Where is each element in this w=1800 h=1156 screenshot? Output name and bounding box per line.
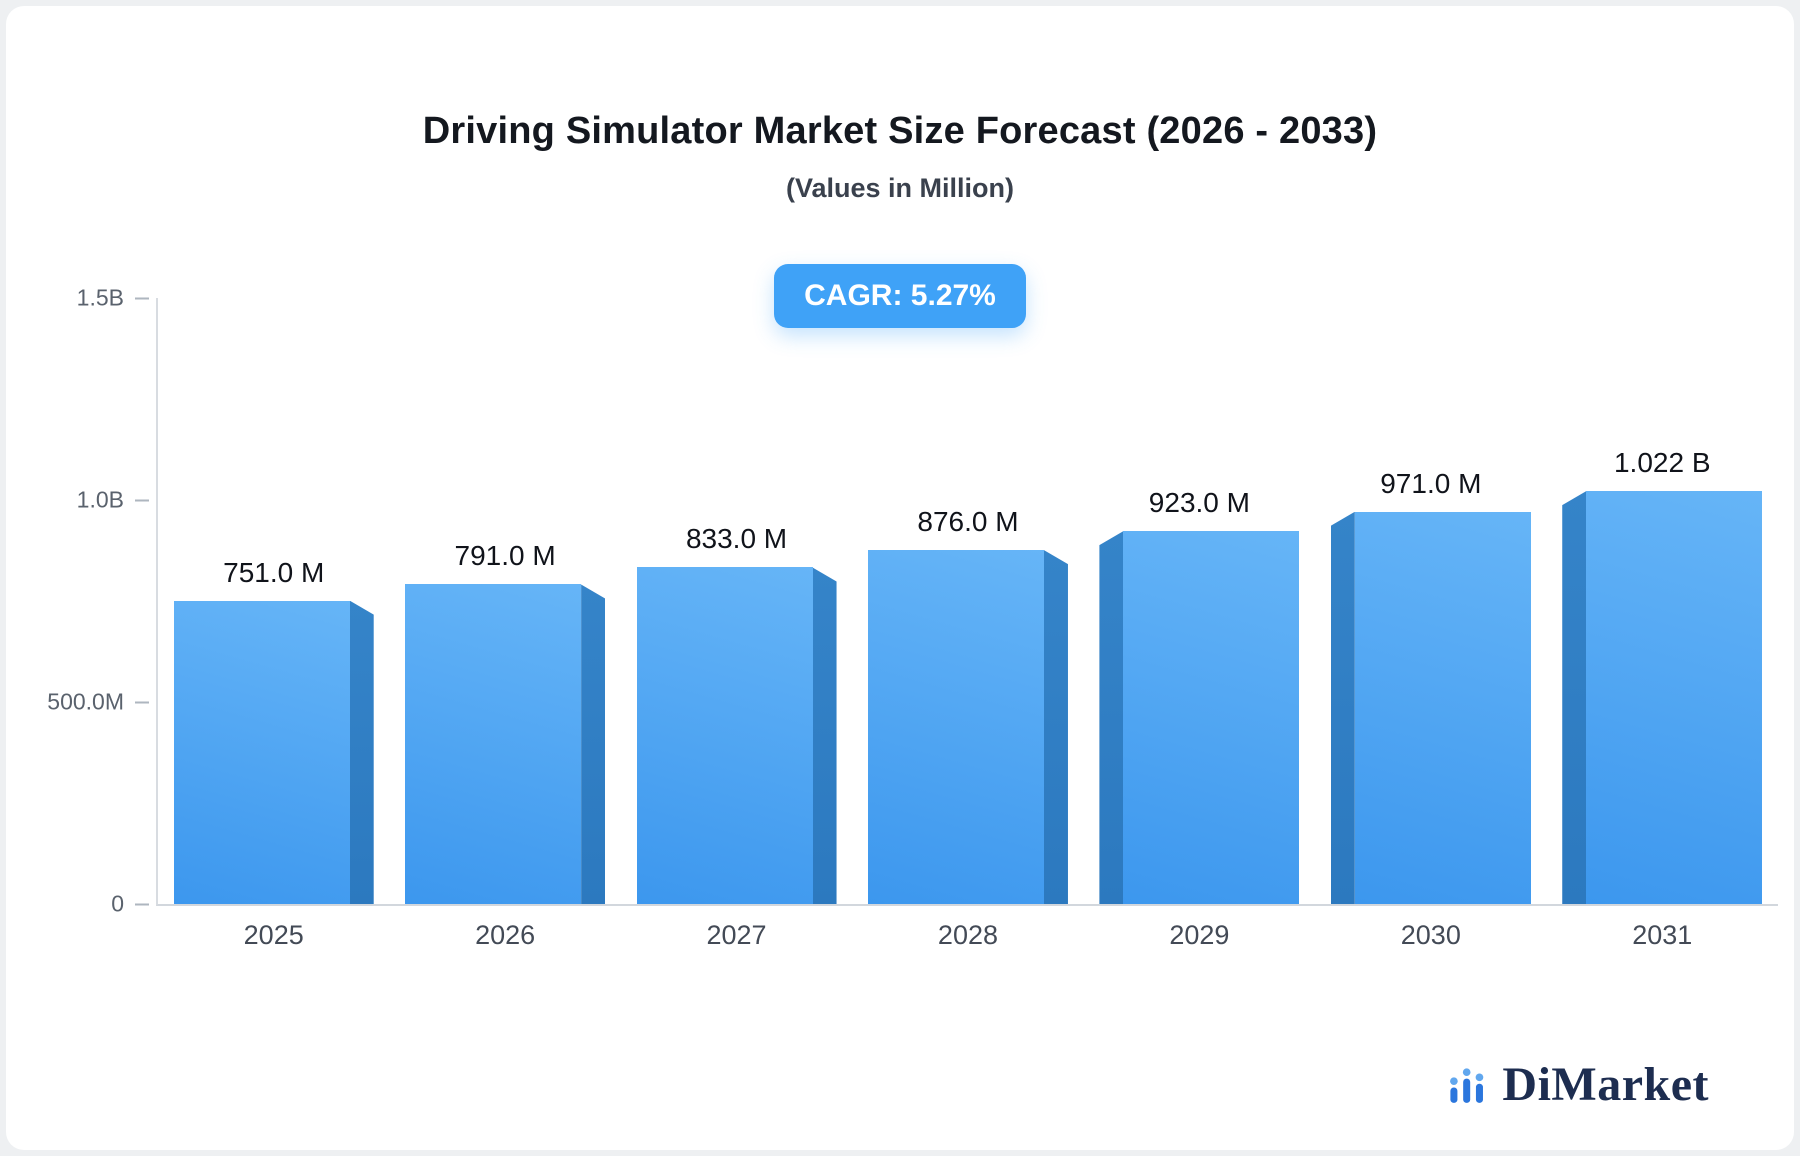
- chart-card: Driving Simulator Market Size Forecast (…: [6, 6, 1794, 1150]
- chart-title: Driving Simulator Market Size Forecast (…: [422, 110, 1378, 152]
- y-tick: 500.0M: [47, 689, 158, 716]
- bar-2028: 876.0 M: [867, 506, 1068, 904]
- bar-value-label: 1.022 B: [1613, 447, 1711, 479]
- bar-2029: 923.0 M: [1099, 487, 1300, 904]
- chart-header: Driving Simulator Market Size Forecast (…: [6, 110, 1794, 204]
- bar-value-label: 833.0 M: [685, 523, 788, 555]
- x-axis-labels: 2025 2026 2027 2028 2029 2030 2031: [158, 920, 1778, 951]
- y-tick-label: 1.5B: [76, 284, 124, 311]
- bar-side: [349, 600, 374, 904]
- cagr-badge: CAGR: 5.27%: [774, 264, 1026, 328]
- y-tick-dash: [135, 499, 149, 501]
- x-axis-label: 2031: [1632, 920, 1693, 950]
- bar-front: [1354, 511, 1531, 904]
- bar-chart-logo-icon: [1450, 1067, 1484, 1103]
- bar-side: [581, 584, 606, 904]
- bar-2026: 791.0 M: [405, 540, 606, 904]
- logo: DiMarket: [1444, 1057, 1709, 1112]
- bar-2027: 833.0 M: [636, 523, 837, 904]
- bar-side: [1330, 511, 1355, 904]
- x-axis-label: 2030: [1400, 920, 1461, 950]
- plot-area: 1.5B 1.0B 500.0M 0 751.0 M 791.0 M 833.0 M 876…: [47, 285, 1778, 950]
- y-tick: 0: [111, 891, 158, 918]
- y-tick-dash: [135, 701, 149, 703]
- bar-front: [173, 600, 350, 904]
- bar-value-label: 971.0 M: [1380, 467, 1482, 499]
- bar-side: [1043, 550, 1068, 904]
- bar-front: [1586, 491, 1763, 904]
- y-tick-label: 500.0M: [47, 688, 124, 715]
- logo-text: DiMarket: [1502, 1058, 1709, 1111]
- bar-side: [812, 567, 837, 904]
- bar-front: [1123, 531, 1300, 904]
- bar-2025: 751.0 M: [173, 557, 374, 904]
- bar-front: [405, 584, 582, 904]
- y-tick-label: 0: [111, 890, 124, 917]
- x-axis-label: 2025: [243, 920, 304, 950]
- x-axis-label: 2027: [706, 920, 767, 950]
- y-tick: 1.0B: [77, 487, 158, 514]
- y-tick-label: 1.0B: [76, 486, 124, 513]
- bar-2030: 971.0 M: [1330, 468, 1531, 904]
- cagr-badge-wrap: CAGR: 5.27%: [6, 264, 1794, 328]
- bar-value-label: 751.0 M: [223, 556, 325, 588]
- bar-front: [636, 567, 813, 904]
- y-tick-dash: [135, 297, 149, 299]
- bar-value-label: 876.0 M: [917, 506, 1019, 538]
- x-axis-label: 2026: [475, 920, 536, 950]
- y-tick-dash: [135, 903, 149, 905]
- bar-value-label: 791.0 M: [454, 540, 556, 572]
- y-axis-ticks: 1.5B 1.0B 500.0M 0: [47, 285, 1778, 917]
- bar-side: [1562, 491, 1587, 904]
- bars: 751.0 M 791.0 M 833.0 M 876.0 M 923.0 M 971.0…: [158, 298, 1778, 904]
- bar-2031: 1.022 B: [1562, 447, 1763, 904]
- bar-side: [1099, 531, 1124, 904]
- x-axis-label: 2029: [1169, 920, 1230, 950]
- y-tick: 1.5B: [77, 285, 158, 312]
- bar-value-label: 923.0 M: [1148, 487, 1250, 519]
- bar-front: [867, 550, 1044, 904]
- chart-subtitle: (Values in Million): [785, 173, 1015, 203]
- x-axis-label: 2028: [937, 920, 998, 950]
